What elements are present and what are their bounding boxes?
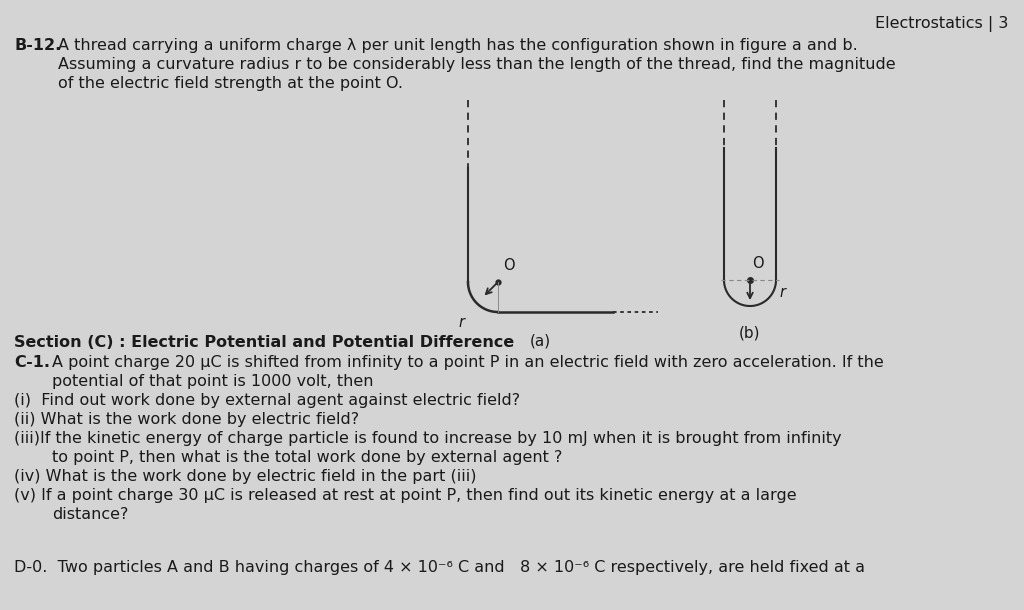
Text: Electrostatics | 3: Electrostatics | 3 <box>874 16 1008 32</box>
Text: distance?: distance? <box>52 507 128 522</box>
Text: A point charge 20 μC is shifted from infinity to a point P in an electric field : A point charge 20 μC is shifted from inf… <box>52 355 884 370</box>
Text: to point P, then what is the total work done by external agent ?: to point P, then what is the total work … <box>52 450 562 465</box>
Text: potential of that point is 1000 volt, then: potential of that point is 1000 volt, th… <box>52 374 374 389</box>
Text: O: O <box>752 256 764 271</box>
Text: B-12.: B-12. <box>14 38 61 53</box>
Text: (i)  Find out work done by external agent against electric field?: (i) Find out work done by external agent… <box>14 393 520 408</box>
Text: D-0.  Two particles A and B having charges of 4 × 10⁻⁶ C and   8 × 10⁻⁶ C respec: D-0. Two particles A and B having charge… <box>14 560 865 575</box>
Text: (b): (b) <box>739 326 761 341</box>
Text: (iv) What is the work done by electric field in the part (iii): (iv) What is the work done by electric f… <box>14 469 476 484</box>
Text: (a): (a) <box>529 334 551 349</box>
Text: of the electric field strength at the point O.: of the electric field strength at the po… <box>58 76 403 91</box>
Text: (ii) What is the work done by electric field?: (ii) What is the work done by electric f… <box>14 412 359 427</box>
Text: A thread carrying a uniform charge λ per unit length has the configuration shown: A thread carrying a uniform charge λ per… <box>58 38 858 53</box>
Text: r: r <box>458 315 464 330</box>
Text: Assuming a curvature radius r to be considerably less than the length of the thr: Assuming a curvature radius r to be cons… <box>58 57 896 72</box>
Text: O: O <box>503 258 515 273</box>
Text: (iii)If the kinetic energy of charge particle is found to increase by 10 mJ when: (iii)If the kinetic energy of charge par… <box>14 431 842 446</box>
Text: C-1.: C-1. <box>14 355 50 370</box>
Text: r: r <box>779 285 785 300</box>
Text: Section (C) : Electric Potential and Potential Difference: Section (C) : Electric Potential and Pot… <box>14 335 514 350</box>
Text: (v) If a point charge 30 μC is released at rest at point P, then find out its ki: (v) If a point charge 30 μC is released … <box>14 488 797 503</box>
